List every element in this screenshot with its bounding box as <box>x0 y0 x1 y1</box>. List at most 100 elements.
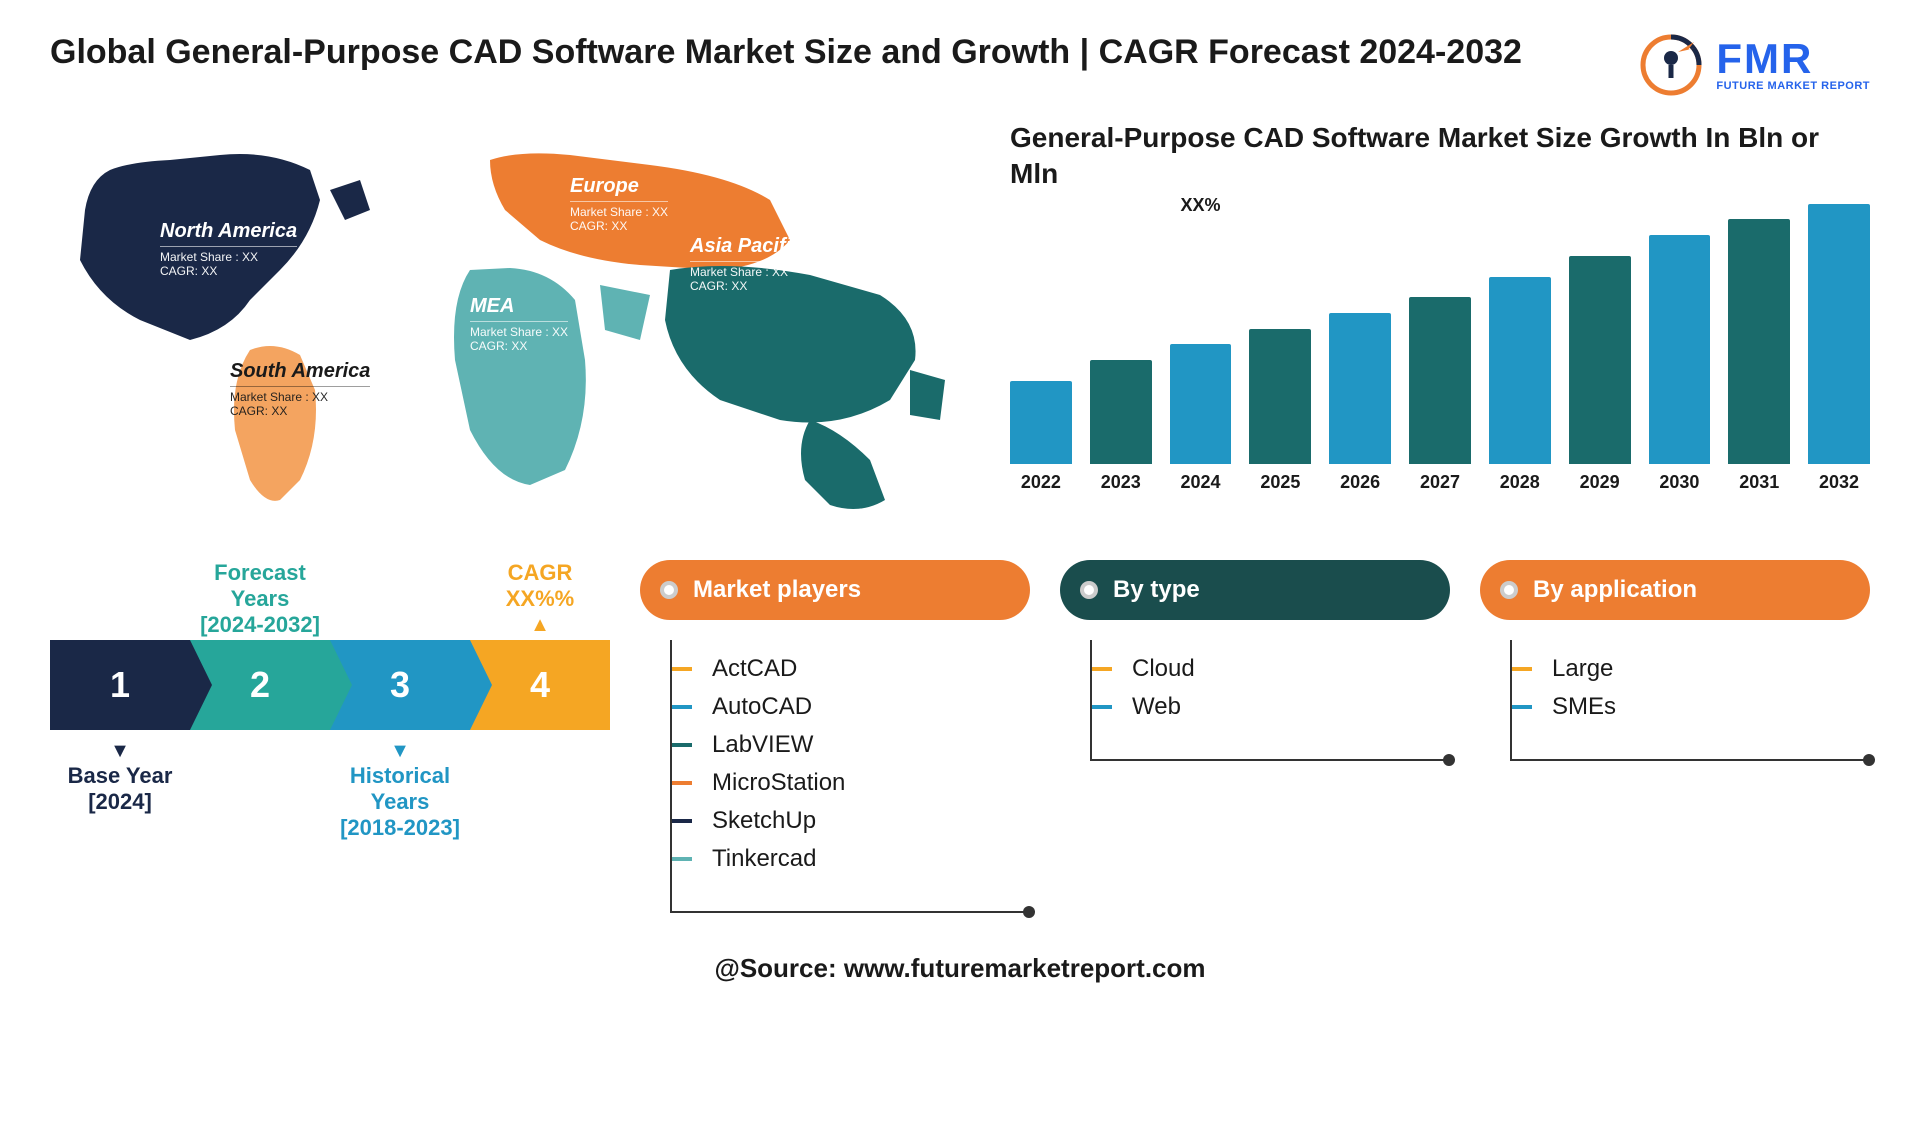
bar-year-label: 2022 <box>1021 472 1061 493</box>
timeline-bottom-label: ▼Historical Years[2018-2023] <box>330 740 470 841</box>
tl-label-sub: XX%% <box>470 586 610 612</box>
triangle-down-icon: ▼ <box>330 740 470 763</box>
category-item: Large <box>1552 655 1870 683</box>
category-item: Tinkercad <box>712 845 1030 873</box>
tl-label-title: CAGR <box>470 560 610 586</box>
region-cagr: CAGR: XX <box>160 264 297 278</box>
region-label-asia-pacific: Asia Pacific Market Share : XX CAGR: XX <box>690 235 802 293</box>
bar-year-label: 2028 <box>1500 472 1540 493</box>
region-share: Market Share : XX <box>160 246 297 264</box>
timeline-segment-1: 1 <box>50 640 190 730</box>
category-item: SMEs <box>1552 693 1870 721</box>
category-item: Cloud <box>1132 655 1450 683</box>
bullet-icon <box>1092 705 1112 709</box>
tl-label-sub: [2024-2032] <box>190 612 330 638</box>
bar-2031: 2031 <box>1728 219 1790 492</box>
region-name: North America <box>160 220 297 243</box>
category-column: Market players ActCADAutoCADLabVIEWMicro… <box>640 560 1030 913</box>
upper-row: North America Market Share : XX CAGR: XX… <box>50 120 1870 520</box>
bar-rect <box>1569 256 1631 464</box>
dot-icon <box>1500 581 1518 599</box>
bar-chart: General-Purpose CAD Software Market Size… <box>1010 120 1870 520</box>
category-header-label: By type <box>1113 576 1200 604</box>
category-column: By application Large SMEs <box>1480 560 1870 913</box>
region-asia-pacific <box>665 266 945 509</box>
bar-2022: 2022 <box>1010 381 1072 493</box>
category-item: ActCAD <box>712 655 1030 683</box>
category-item: Web <box>1132 693 1450 721</box>
bar-2030: 2030 <box>1649 235 1711 493</box>
tl-label-title: Forecast Years <box>190 560 330 612</box>
bar-year-label: 2025 <box>1260 472 1300 493</box>
region-cagr: CAGR: XX <box>690 279 802 293</box>
bullet-icon <box>672 743 692 747</box>
tl-label-title: Historical Years <box>330 763 470 815</box>
bar-rect <box>1329 313 1391 464</box>
bar-year-label: 2032 <box>1819 472 1859 493</box>
region-share: Market Share : XX <box>690 261 802 279</box>
category-item: LabVIEW <box>712 731 1030 759</box>
category-header: By type <box>1060 560 1450 620</box>
timeline-bar: 1234 <box>50 640 610 730</box>
source-attribution: @Source: www.futuremarketreport.com <box>50 953 1870 984</box>
bar-2024: XX% 2024 <box>1170 344 1232 493</box>
category-list: Cloud Web <box>1090 640 1450 761</box>
triangle-down-icon: ▼ <box>50 740 190 763</box>
dot-icon <box>660 581 678 599</box>
bar-2032: XX% 2032 <box>1808 204 1870 493</box>
region-name: Europe <box>570 175 668 198</box>
logo-brand: FMR <box>1716 38 1870 80</box>
bullet-icon <box>1512 705 1532 709</box>
header: Global General-Purpose CAD Software Mark… <box>50 30 1870 100</box>
bar-2027: 2027 <box>1409 297 1471 492</box>
world-map: North America Market Share : XX CAGR: XX… <box>50 120 970 520</box>
category-header-label: Market players <box>693 576 861 604</box>
category-column: By type Cloud Web <box>1060 560 1450 913</box>
bar-rect <box>1010 381 1072 464</box>
bar-2023: 2023 <box>1090 360 1152 493</box>
bar-year-label: 2029 <box>1580 472 1620 493</box>
logo-subtitle: FUTURE MARKET REPORT <box>1716 80 1870 92</box>
bar-year-label: 2031 <box>1739 472 1779 493</box>
category-list: Large SMEs <box>1510 640 1870 761</box>
bullet-icon <box>1512 667 1532 671</box>
bar-year-label: 2026 <box>1340 472 1380 493</box>
timeline: Forecast Years[2024-2032]▲CAGRXX%%▲ 1234… <box>50 560 610 841</box>
bar-rect <box>1409 297 1471 463</box>
timeline-bottom-labels: ▼Base Year[2024] ▼Historical Years[2018-2… <box>50 740 610 841</box>
chart-bars: 2022 2023 XX% 2024 2025 2026 2027 2028 20… <box>1010 213 1870 493</box>
timeline-bottom-label: ▼Base Year[2024] <box>50 740 190 841</box>
region-cagr: CAGR: XX <box>570 219 668 233</box>
category-header-label: By application <box>1533 576 1697 604</box>
bar-2026: 2026 <box>1329 313 1391 493</box>
bullet-icon <box>672 705 692 709</box>
tl-label-sub: [2024] <box>50 789 190 815</box>
bullet-icon <box>672 667 692 671</box>
region-label-mea: MEA Market Share : XX CAGR: XX <box>470 295 568 353</box>
page-title: Global General-Purpose CAD Software Mark… <box>50 30 1522 74</box>
region-cagr: CAGR: XX <box>230 404 370 418</box>
category-item: SketchUp <box>712 807 1030 835</box>
chart-title: General-Purpose CAD Software Market Size… <box>1010 120 1870 193</box>
bar-rect <box>1728 219 1790 463</box>
bullet-icon <box>1092 667 1112 671</box>
bar-rect <box>1649 235 1711 464</box>
category-list: ActCADAutoCADLabVIEWMicroStationSketchUp… <box>670 640 1030 913</box>
bar-2025: 2025 <box>1249 329 1311 493</box>
region-label-europe: Europe Market Share : XX CAGR: XX <box>570 175 668 233</box>
region-share: Market Share : XX <box>570 201 668 219</box>
bar-2028: 2028 <box>1489 277 1551 493</box>
category-header: Market players <box>640 560 1030 620</box>
bar-year-label: 2027 <box>1420 472 1460 493</box>
bar-rect <box>1489 277 1551 464</box>
category-header: By application <box>1480 560 1870 620</box>
bar-annotation: XX% <box>1181 195 1221 216</box>
bullet-icon <box>672 857 692 861</box>
region-label-north-america: North America Market Share : XX CAGR: XX <box>160 220 297 278</box>
bar-year-label: 2024 <box>1181 472 1221 493</box>
bullet-icon <box>672 819 692 823</box>
region-share: Market Share : XX <box>470 321 568 339</box>
bar-year-label: 2023 <box>1101 472 1141 493</box>
logo: FMR FUTURE MARKET REPORT <box>1636 30 1870 100</box>
bar-2029: 2029 <box>1569 256 1631 493</box>
